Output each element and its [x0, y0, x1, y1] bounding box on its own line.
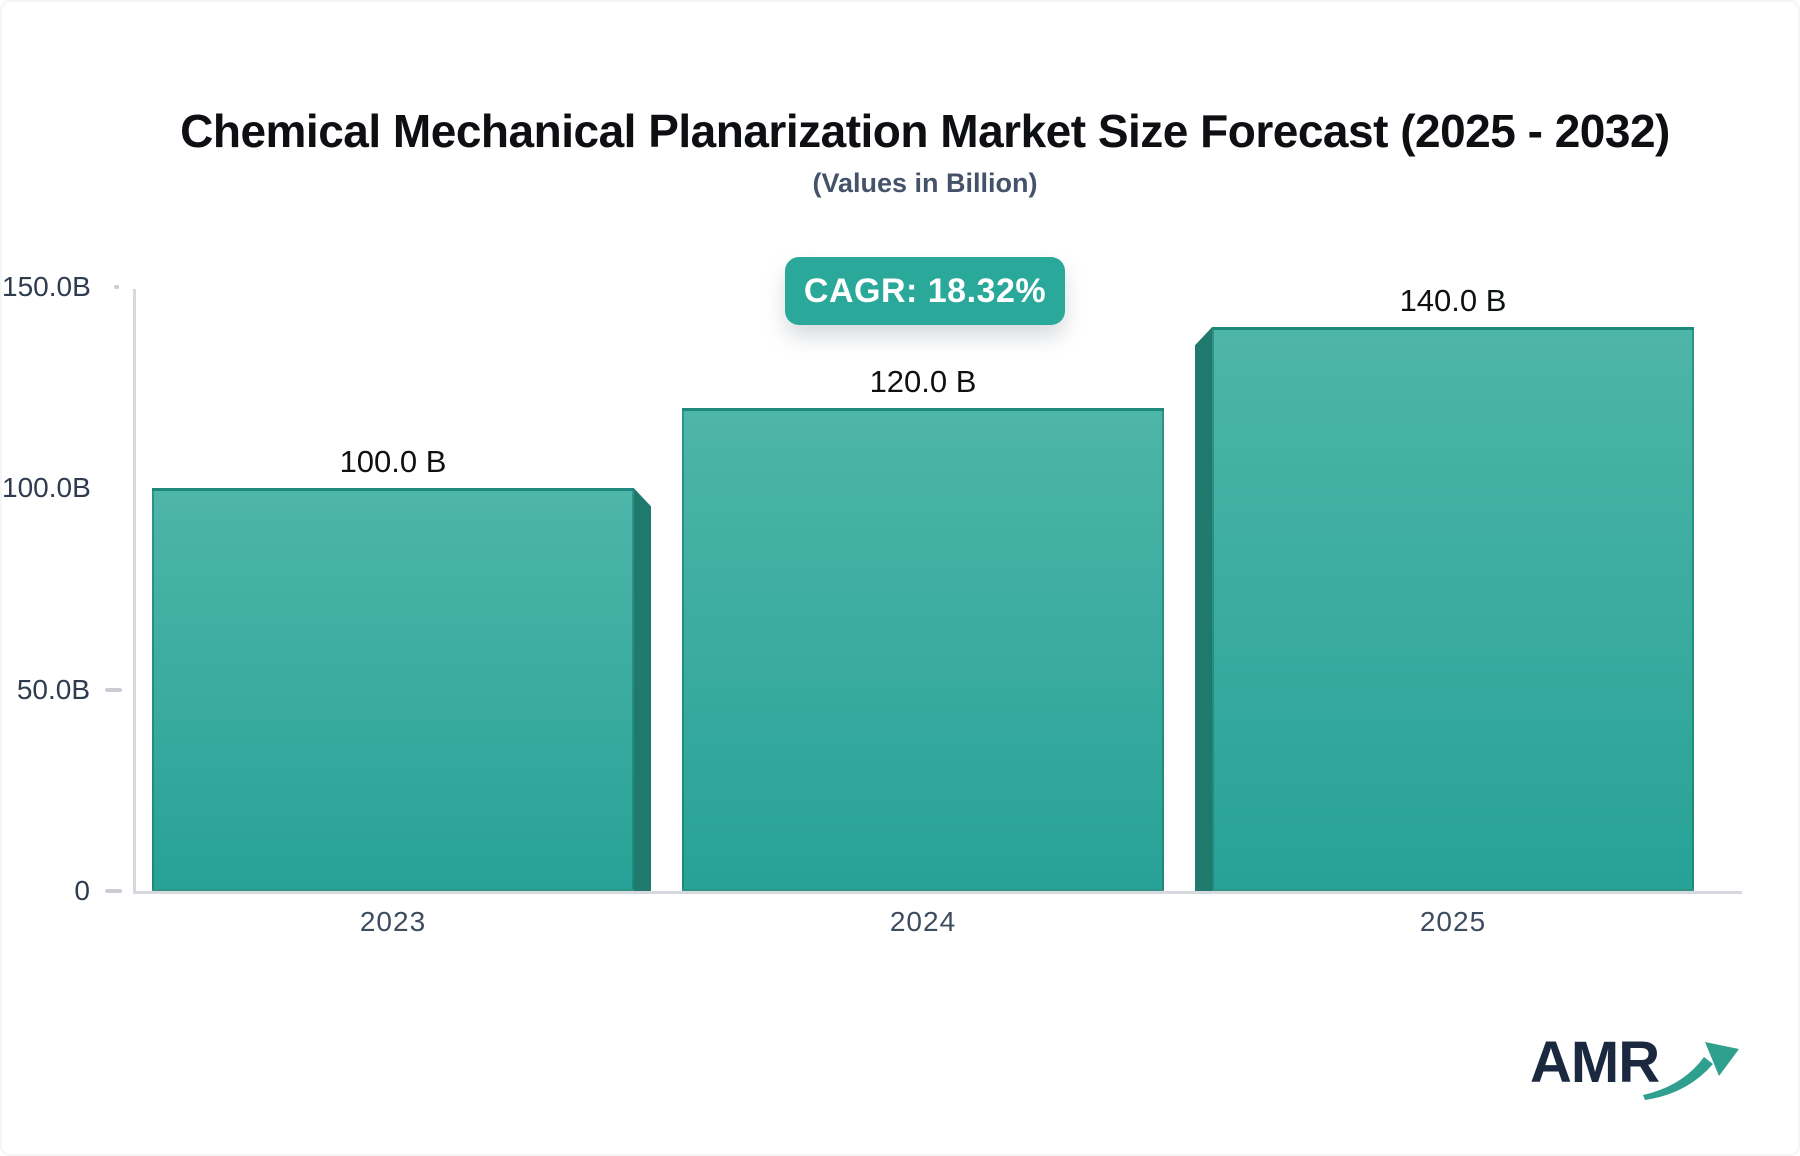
chart-subtitle: (Values in Billion) [812, 168, 1038, 198]
y-axis-tick-mark [114, 285, 119, 289]
bar-value-label: 140.0 B [1399, 283, 1507, 319]
y-axis-tick-label: 150.0B [2, 271, 91, 302]
x-axis-label: 2025 [1419, 906, 1487, 937]
y-axis-tick-label: 50.0B [16, 673, 90, 705]
bar-2024 [682, 407, 1164, 891]
bar-2023 [152, 488, 634, 891]
bar-value-label: 120.0 B [869, 363, 977, 399]
cagr-badge-label: CAGR: 18.32% [803, 271, 1047, 310]
x-axis-label: 2023 [359, 906, 427, 937]
logo-text: AMR [1530, 1030, 1660, 1095]
y-axis-tick-label: 100.0B [2, 472, 91, 504]
y-axis-line [133, 289, 136, 894]
x-axis-line [133, 891, 1742, 894]
cagr-badge: CAGR: 18.32% [785, 257, 1065, 325]
bar-3d-side [634, 488, 651, 891]
y-axis-tick-label: 0 [74, 875, 90, 906]
chart-title: Chemical Mechanical Planarization Market… [180, 105, 1670, 157]
x-axis-label: 2024 [889, 906, 957, 937]
bar-value-label: 100.0 B [339, 444, 447, 480]
y-axis-tick-mark [105, 687, 122, 692]
growth-arrow-icon [1643, 1042, 1740, 1100]
bar-3d-side [1195, 327, 1212, 891]
brand-logo: AMR [1530, 1034, 1743, 1106]
y-axis-tick-mark [105, 889, 122, 893]
bar-2025 [1212, 327, 1694, 891]
